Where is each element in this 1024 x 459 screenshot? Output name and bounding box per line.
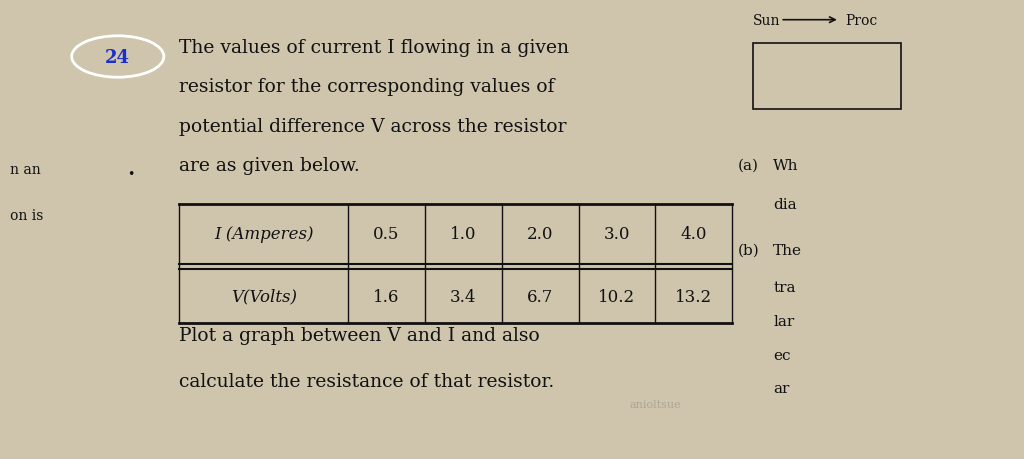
Text: calculate the resistance of that resistor.: calculate the resistance of that resisto… <box>179 372 554 390</box>
Text: Proc: Proc <box>845 14 877 28</box>
Text: Sun: Sun <box>753 14 780 28</box>
Text: 1.0: 1.0 <box>451 226 476 242</box>
Text: anioltsue: anioltsue <box>630 399 681 409</box>
Text: are as given below.: are as given below. <box>179 156 360 174</box>
Text: ar: ar <box>773 381 790 395</box>
Text: 3.4: 3.4 <box>451 288 476 305</box>
Text: (a): (a) <box>737 158 759 172</box>
Text: resistor for the corresponding values of: resistor for the corresponding values of <box>179 78 555 96</box>
Text: n an: n an <box>10 163 41 177</box>
Text: lar: lar <box>773 314 795 328</box>
Text: 24: 24 <box>105 48 130 67</box>
Text: 4.0: 4.0 <box>681 226 707 242</box>
Text: V(Volts): V(Volts) <box>230 288 297 305</box>
Text: 13.2: 13.2 <box>675 288 713 305</box>
Text: (b): (b) <box>737 243 759 257</box>
Text: •: • <box>127 168 135 181</box>
Text: 0.5: 0.5 <box>374 226 399 242</box>
Text: ec: ec <box>773 349 791 363</box>
Text: Plot a graph between V and I and also: Plot a graph between V and I and also <box>179 326 540 344</box>
Text: 2.0: 2.0 <box>527 226 553 242</box>
Text: potential difference V across the resistor: potential difference V across the resist… <box>179 117 566 135</box>
Text: I (Amperes): I (Amperes) <box>214 226 313 242</box>
Text: on is: on is <box>10 209 44 223</box>
Text: 10.2: 10.2 <box>598 288 636 305</box>
Text: tra: tra <box>773 280 796 294</box>
Text: 1.6: 1.6 <box>374 288 399 305</box>
Text: 6.7: 6.7 <box>527 288 553 305</box>
Text: The values of current I flowing in a given: The values of current I flowing in a giv… <box>179 39 569 57</box>
Text: The: The <box>773 243 802 257</box>
Text: Wh: Wh <box>773 158 799 172</box>
Text: dia: dia <box>773 197 797 211</box>
Text: 3.0: 3.0 <box>604 226 630 242</box>
